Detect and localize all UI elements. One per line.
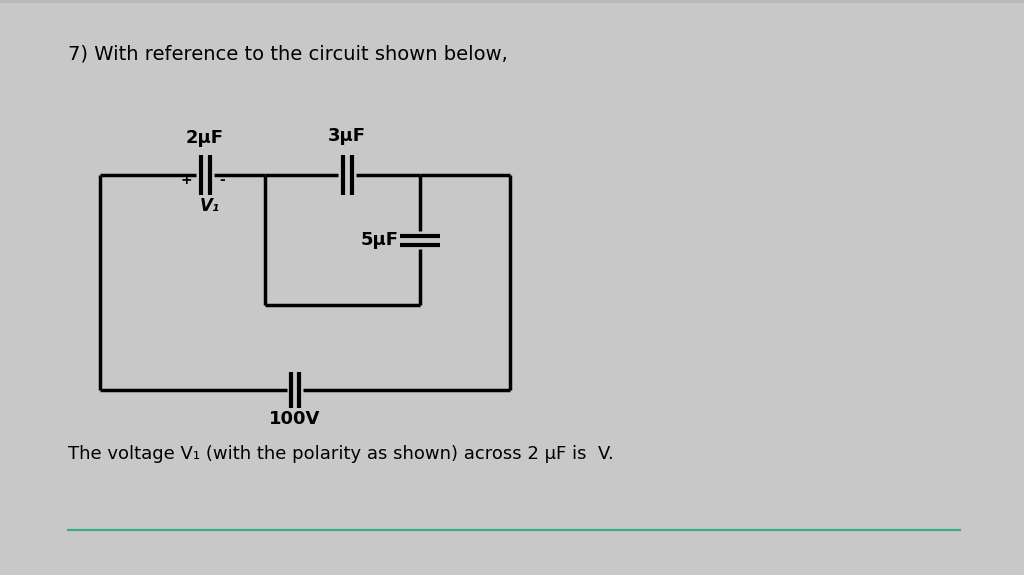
Text: +: + xyxy=(180,173,191,187)
Text: The voltage V₁ (with the polarity as shown) across 2 μF is  V.: The voltage V₁ (with the polarity as sho… xyxy=(68,445,613,463)
Text: 2μF: 2μF xyxy=(186,129,224,147)
Text: V₁: V₁ xyxy=(200,197,220,215)
Text: 100V: 100V xyxy=(269,410,321,428)
Text: 5μF: 5μF xyxy=(361,231,399,249)
Text: 7) With reference to the circuit shown below,: 7) With reference to the circuit shown b… xyxy=(68,45,508,64)
Text: 3μF: 3μF xyxy=(328,127,366,145)
Text: -: - xyxy=(219,173,225,187)
